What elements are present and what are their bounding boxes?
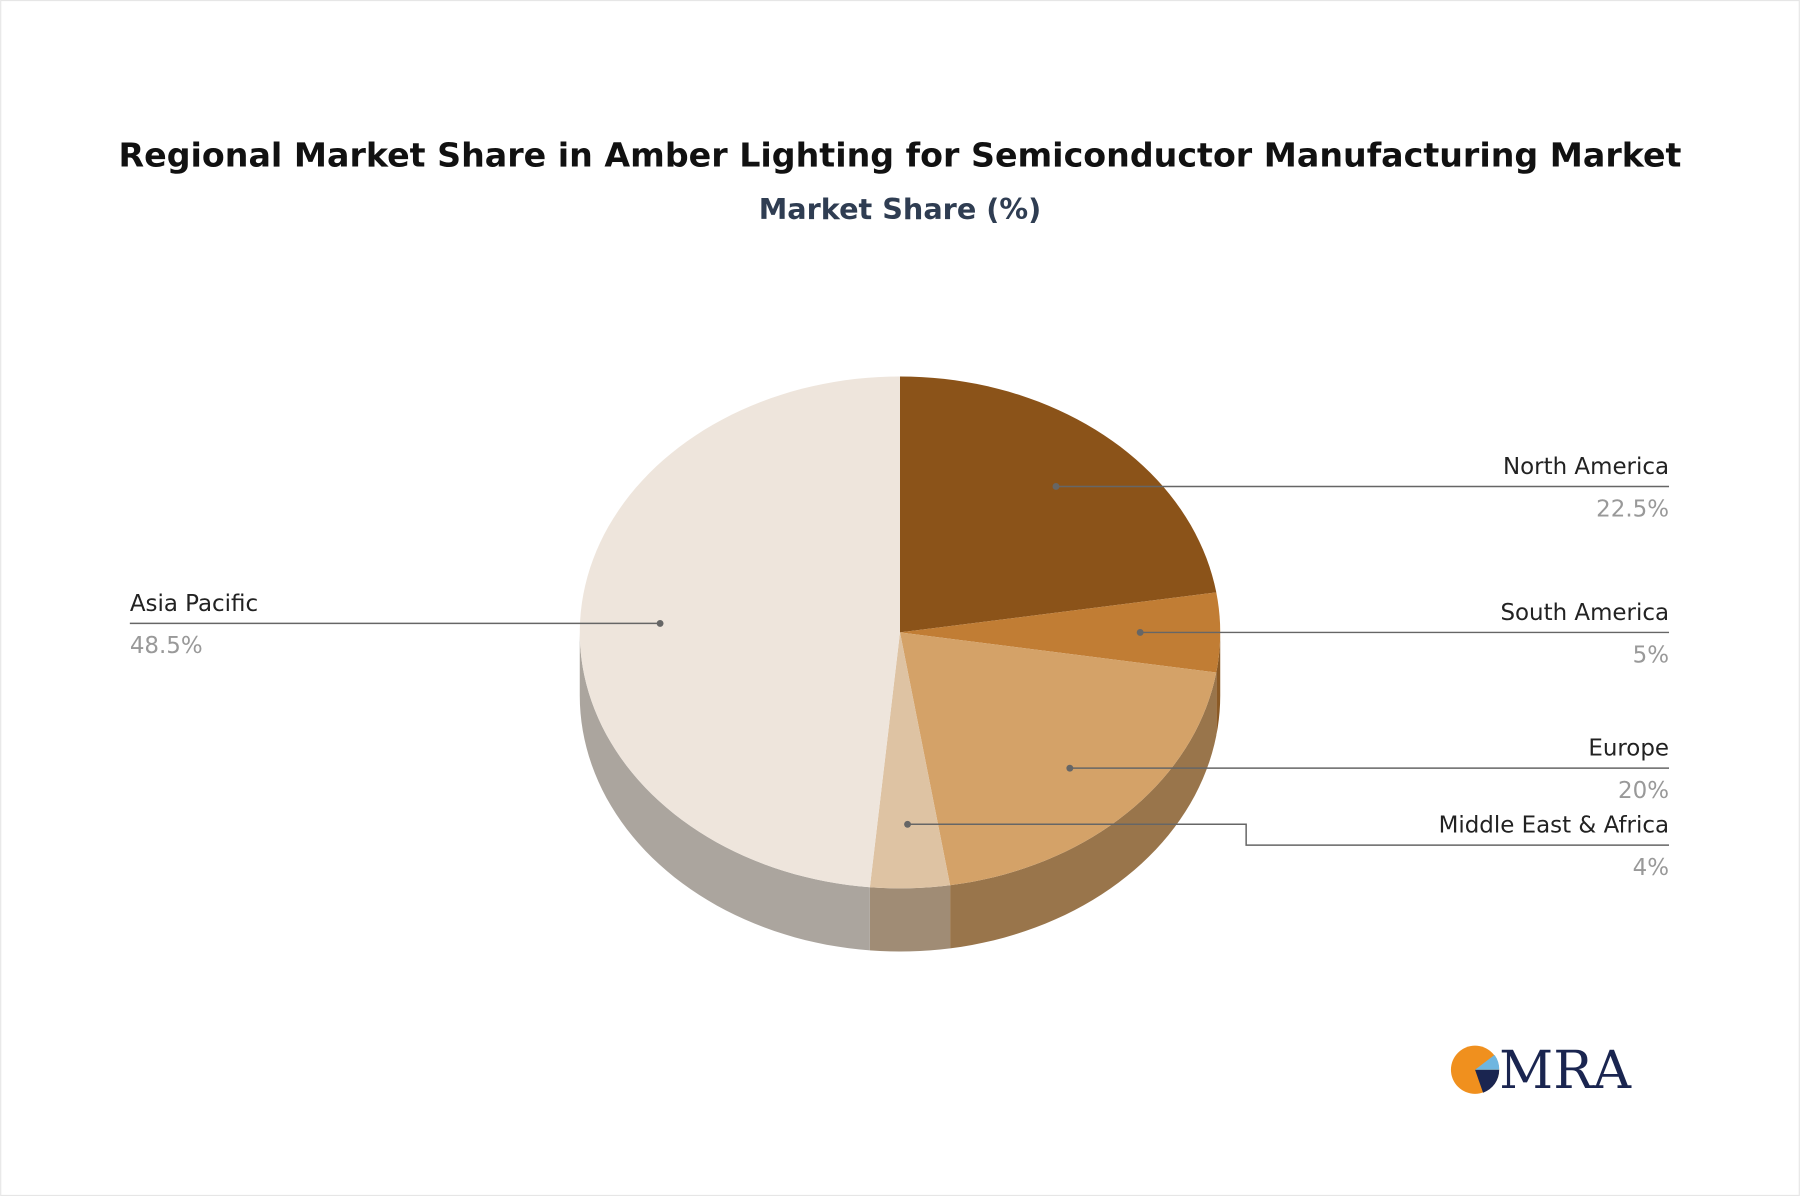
logo-text: MRA <box>1499 1040 1632 1101</box>
slice <box>900 592 1221 673</box>
label-name: Asia Pacific <box>130 591 258 617</box>
leader-dot <box>904 820 911 828</box>
slice-side <box>869 885 951 952</box>
slice <box>900 376 1217 633</box>
label-value: 22.5% <box>1596 496 1669 522</box>
logo: MRA <box>1450 1040 1632 1101</box>
leader-line <box>907 823 1670 846</box>
label-value: 5% <box>1633 642 1669 668</box>
slice <box>579 376 900 888</box>
slice-side <box>579 632 870 951</box>
slice-side <box>950 672 1217 949</box>
label-name: South America <box>1500 600 1669 626</box>
label-value: 48.5% <box>130 633 203 659</box>
slice <box>900 632 1217 886</box>
leader-dot <box>1136 628 1144 636</box>
label-name: Europe <box>1588 736 1669 762</box>
chart-subtitle: Market Share (%) <box>759 192 1042 226</box>
label-value: 4% <box>1633 855 1669 881</box>
leader-dot <box>1052 483 1060 490</box>
label-value: 20% <box>1618 778 1669 804</box>
leader-dot <box>1066 764 1074 772</box>
logo-icon <box>1475 1054 1500 1070</box>
slice-side <box>1216 632 1221 736</box>
chart-title: Regional Market Share in Amber Lighting … <box>119 136 1682 175</box>
label-name: North America <box>1503 454 1669 480</box>
label-name: Middle East & Africa <box>1439 812 1669 838</box>
leader-dot <box>656 619 664 627</box>
logo-icon <box>1475 1069 1500 1093</box>
